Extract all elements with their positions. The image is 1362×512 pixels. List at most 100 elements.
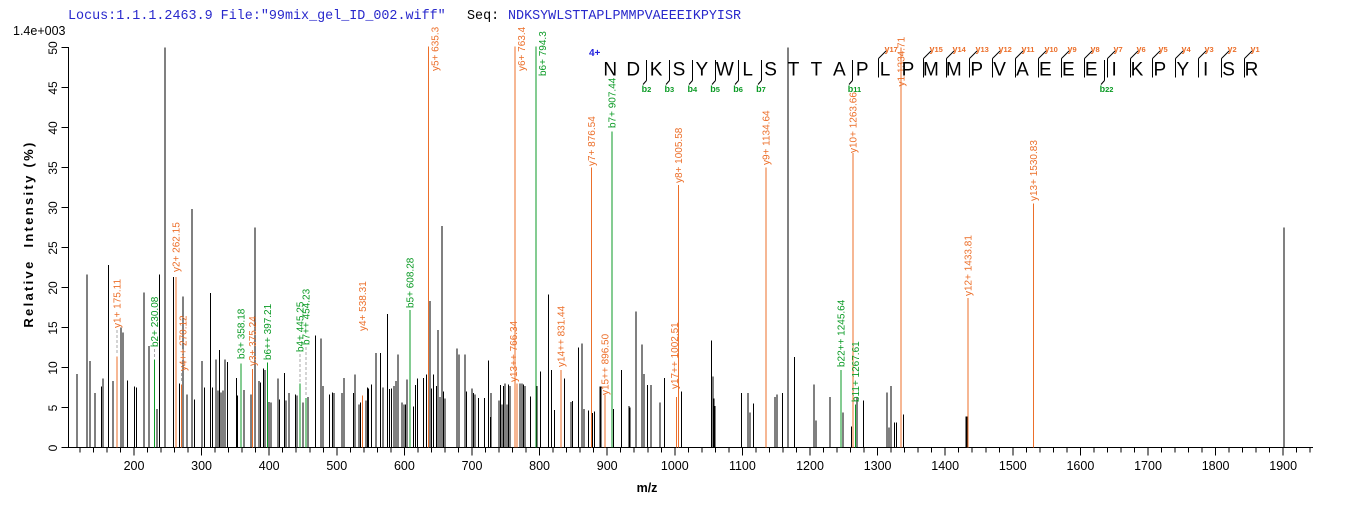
svg-text:y11: y11 — [1022, 44, 1035, 54]
svg-text:900: 900 — [597, 459, 618, 473]
svg-text:M: M — [923, 60, 939, 81]
svg-text:L: L — [742, 60, 753, 81]
svg-text:E: E — [1062, 60, 1075, 81]
svg-text:y5: y5 — [1159, 44, 1168, 54]
svg-text:15: 15 — [46, 321, 60, 335]
svg-text:y3: y3 — [1205, 44, 1214, 54]
svg-text:y1: y1 — [1251, 44, 1260, 54]
svg-text:y10+ 1263.66: y10+ 1263.66 — [849, 92, 860, 153]
svg-text:S: S — [673, 60, 686, 81]
svg-text:b3+ 358.18: b3+ 358.18 — [236, 308, 247, 359]
svg-text:b4+ 445.25: b4+ 445.25 — [295, 301, 306, 352]
svg-text:45: 45 — [46, 81, 60, 95]
svg-text:y6+ 763.4: y6+ 763.4 — [517, 26, 528, 71]
svg-text:5: 5 — [46, 404, 60, 411]
svg-text:b3: b3 — [665, 84, 675, 94]
svg-text:y9+ 1134.64: y9+ 1134.64 — [761, 110, 772, 165]
svg-text:S: S — [764, 60, 777, 81]
svg-text:y7: y7 — [1114, 44, 1123, 54]
svg-text:M: M — [946, 60, 962, 81]
svg-text:1100: 1100 — [729, 459, 756, 473]
svg-text:10: 10 — [46, 361, 60, 375]
svg-text:y8+ 1005.58: y8+ 1005.58 — [674, 127, 685, 183]
svg-text:b7: b7 — [756, 84, 766, 94]
svg-text:V: V — [993, 60, 1006, 81]
svg-text:b4: b4 — [688, 84, 699, 94]
svg-text:1800: 1800 — [1202, 459, 1230, 473]
svg-text:300: 300 — [191, 459, 212, 473]
svg-text:4+: 4+ — [589, 48, 601, 59]
svg-text:y12: y12 — [999, 44, 1012, 54]
svg-text:y2+ 262.15: y2+ 262.15 — [172, 222, 183, 272]
svg-text:y13+ 1530.83: y13+ 1530.83 — [1029, 140, 1040, 201]
svg-text:1000: 1000 — [661, 459, 689, 473]
svg-text:30: 30 — [46, 201, 60, 215]
svg-text:P: P — [970, 60, 983, 81]
svg-text:Y: Y — [1176, 60, 1189, 81]
svg-text:40: 40 — [46, 121, 60, 135]
svg-text:Relative Intensity (%): Relative Intensity (%) — [21, 140, 36, 327]
svg-text:E: E — [1039, 60, 1052, 81]
svg-text:b22++ 1245.64: b22++ 1245.64 — [836, 299, 847, 367]
svg-text:y14: y14 — [953, 44, 967, 54]
svg-text:b6+ 794.3: b6+ 794.3 — [538, 31, 549, 76]
svg-text:y15: y15 — [930, 44, 943, 54]
svg-text:y13++ 766.34: y13++ 766.34 — [509, 320, 520, 382]
svg-text:b22: b22 — [1100, 84, 1114, 94]
svg-text:T: T — [788, 60, 800, 81]
svg-text:b7+ 907.44: b7+ 907.44 — [608, 77, 619, 128]
svg-text:y8: y8 — [1091, 44, 1100, 54]
svg-text:1334.71: 1334.71 — [897, 36, 908, 73]
svg-text:1200: 1200 — [796, 459, 824, 473]
svg-text:b6++ 397.21: b6++ 397.21 — [263, 303, 274, 360]
svg-text:500: 500 — [326, 459, 347, 473]
svg-text:b6: b6 — [733, 84, 743, 94]
svg-text:y17++ 1002.51: y17++ 1002.51 — [670, 322, 681, 389]
svg-text:NDKSYWLSTTAPLPMMPVAEEEIKPYISR: NDKSYWLSTTAPLPMMPVAEEEIKPYISR — [508, 9, 741, 24]
svg-text:y6: y6 — [1137, 44, 1146, 54]
svg-text:35: 35 — [46, 161, 60, 175]
svg-text:b2: b2 — [642, 84, 652, 94]
svg-text:A: A — [1016, 60, 1029, 81]
svg-text:1900: 1900 — [1269, 459, 1297, 473]
svg-text:y4: y4 — [1182, 44, 1192, 54]
svg-text:m/z: m/z — [637, 481, 658, 495]
svg-text:b5: b5 — [710, 84, 720, 94]
svg-text:y15++ 896.50: y15++ 896.50 — [600, 333, 611, 395]
svg-text:y9: y9 — [1068, 44, 1077, 54]
svg-text:200: 200 — [124, 459, 145, 473]
svg-text:K: K — [1131, 60, 1144, 81]
svg-text:T: T — [811, 60, 823, 81]
svg-text:y17: y17 — [885, 44, 898, 54]
svg-text:600: 600 — [394, 459, 415, 473]
svg-text:Seq:: Seq: — [467, 9, 499, 24]
svg-text:1500: 1500 — [999, 459, 1027, 473]
svg-text:1600: 1600 — [1066, 459, 1094, 473]
svg-text:P: P — [1154, 60, 1167, 81]
svg-text:800: 800 — [529, 459, 550, 473]
svg-text:A: A — [833, 60, 846, 81]
svg-text:P: P — [856, 60, 869, 81]
svg-text:K: K — [650, 60, 663, 81]
svg-text:0: 0 — [46, 444, 60, 451]
svg-text:1300: 1300 — [864, 459, 892, 473]
svg-text:D: D — [626, 60, 640, 81]
svg-text:y12+ 1433.81: y12+ 1433.81 — [964, 235, 975, 296]
svg-text:P: P — [902, 60, 915, 81]
svg-text:y1+ 175.11: y1+ 175.11 — [113, 279, 124, 328]
svg-text:700: 700 — [462, 459, 483, 473]
svg-text:y4+ 538.31: y4+ 538.31 — [358, 281, 369, 331]
svg-text:400: 400 — [259, 459, 280, 473]
svg-text:20: 20 — [46, 281, 60, 295]
svg-text:S: S — [1222, 60, 1235, 81]
svg-text:y2: y2 — [1228, 44, 1237, 54]
svg-text:y1: y1 — [897, 76, 908, 87]
svg-text:y13: y13 — [976, 44, 989, 54]
svg-text:W: W — [716, 60, 734, 81]
svg-text:I: I — [1203, 60, 1208, 81]
svg-text:1700: 1700 — [1134, 459, 1162, 473]
svg-text:50: 50 — [46, 41, 60, 55]
svg-text:y14++ 831.44: y14++ 831.44 — [556, 305, 567, 367]
svg-text:b7++ 454.23: b7++ 454.23 — [301, 288, 312, 345]
svg-text:y7+ 876.54: y7+ 876.54 — [587, 116, 598, 166]
